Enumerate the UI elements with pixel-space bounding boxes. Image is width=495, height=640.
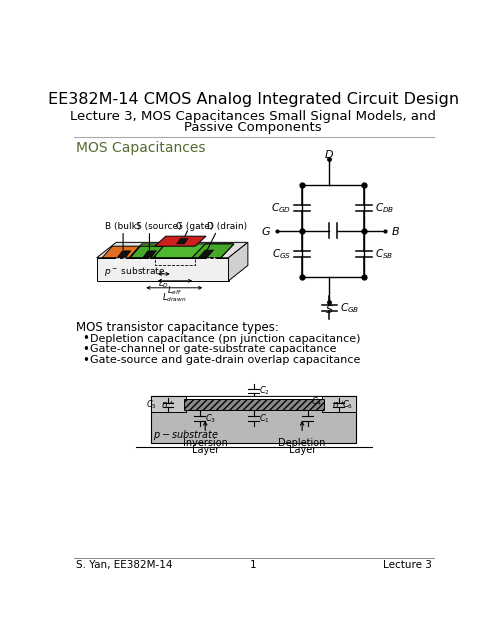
Text: Lecture 3, MOS Capacitances Small Signal Models, and: Lecture 3, MOS Capacitances Small Signal… bbox=[70, 110, 436, 124]
Polygon shape bbox=[199, 250, 214, 257]
Text: $n^+$: $n^+$ bbox=[205, 254, 218, 266]
Text: S (source): S (source) bbox=[136, 221, 182, 230]
Polygon shape bbox=[130, 244, 234, 258]
Text: Depletion capacitance (pn junction capacitance): Depletion capacitance (pn junction capac… bbox=[90, 333, 360, 344]
Polygon shape bbox=[102, 246, 140, 258]
Text: $C_{SB}$: $C_{SB}$ bbox=[375, 247, 394, 260]
Text: $C_6$: $C_6$ bbox=[343, 399, 353, 411]
Text: $p-$substrate: $p-$substrate bbox=[152, 428, 218, 442]
Text: D (drain): D (drain) bbox=[207, 221, 247, 230]
Text: MOS transistor capacitance types:: MOS transistor capacitance types: bbox=[76, 321, 279, 334]
Text: Layer: Layer bbox=[289, 445, 316, 455]
Text: $C_{DB}$: $C_{DB}$ bbox=[375, 201, 395, 214]
Text: S. Yan, EE382M-14: S. Yan, EE382M-14 bbox=[76, 560, 172, 570]
Polygon shape bbox=[118, 251, 131, 257]
Text: Gate-source and gate-drain overlap capacitance: Gate-source and gate-drain overlap capac… bbox=[90, 355, 360, 365]
Text: $C_{GD}$: $C_{GD}$ bbox=[271, 201, 291, 214]
Polygon shape bbox=[97, 243, 248, 258]
Text: Passive Components: Passive Components bbox=[185, 121, 322, 134]
Text: $C_3$: $C_3$ bbox=[205, 412, 216, 425]
Text: •: • bbox=[82, 332, 89, 345]
Text: EE382M-14 CMOS Analog Integrated Circuit Design: EE382M-14 CMOS Analog Integrated Circuit… bbox=[48, 92, 459, 108]
Text: $S$: $S$ bbox=[325, 303, 334, 315]
Text: Gate-channel or gate-substrate capacitance: Gate-channel or gate-substrate capacitan… bbox=[90, 344, 336, 355]
Text: MOS Capacitances: MOS Capacitances bbox=[76, 141, 205, 155]
Polygon shape bbox=[143, 251, 156, 257]
Polygon shape bbox=[186, 396, 321, 406]
Polygon shape bbox=[229, 243, 248, 281]
Polygon shape bbox=[155, 236, 206, 246]
Text: $p^+$: $p^+$ bbox=[114, 255, 128, 268]
Text: $n^+$: $n^+$ bbox=[140, 255, 153, 267]
Text: $D$: $D$ bbox=[324, 148, 334, 160]
Text: $C_1$: $C_1$ bbox=[259, 412, 270, 425]
Text: $G$: $G$ bbox=[261, 225, 271, 237]
Bar bbox=[151, 396, 356, 442]
Polygon shape bbox=[151, 396, 186, 412]
Polygon shape bbox=[321, 396, 356, 412]
Bar bbox=[186, 396, 321, 399]
Text: G (gate): G (gate) bbox=[177, 221, 214, 230]
Text: $L_{eff}$: $L_{eff}$ bbox=[167, 285, 183, 297]
Text: $B$: $B$ bbox=[391, 225, 400, 237]
Polygon shape bbox=[130, 246, 163, 258]
Text: $C_5$: $C_5$ bbox=[146, 399, 157, 411]
Bar bbox=[184, 399, 324, 410]
Text: $C_2$: $C_2$ bbox=[259, 385, 270, 397]
Polygon shape bbox=[177, 239, 188, 244]
Text: •: • bbox=[82, 343, 89, 356]
Text: 1: 1 bbox=[250, 560, 256, 570]
Text: $C_{GB}$: $C_{GB}$ bbox=[340, 301, 359, 315]
Text: $C_{GS}$: $C_{GS}$ bbox=[272, 247, 291, 260]
Text: $p^-$ substrate: $p^-$ substrate bbox=[104, 265, 166, 278]
Text: $L_{drawn}$: $L_{drawn}$ bbox=[162, 292, 187, 304]
Text: $L_D$: $L_D$ bbox=[158, 278, 169, 291]
Text: B (bulk): B (bulk) bbox=[105, 221, 141, 230]
Text: •: • bbox=[82, 354, 89, 367]
Text: $C_4$: $C_4$ bbox=[311, 396, 323, 408]
Polygon shape bbox=[192, 244, 234, 258]
Text: Inversion: Inversion bbox=[183, 438, 228, 447]
Text: Layer: Layer bbox=[192, 445, 219, 455]
Text: Lecture 3: Lecture 3 bbox=[383, 560, 432, 570]
Text: $n^+$: $n^+$ bbox=[332, 398, 346, 410]
Polygon shape bbox=[97, 258, 229, 281]
Text: $n^+$: $n^+$ bbox=[161, 398, 175, 410]
Text: Depletion: Depletion bbox=[278, 438, 326, 447]
